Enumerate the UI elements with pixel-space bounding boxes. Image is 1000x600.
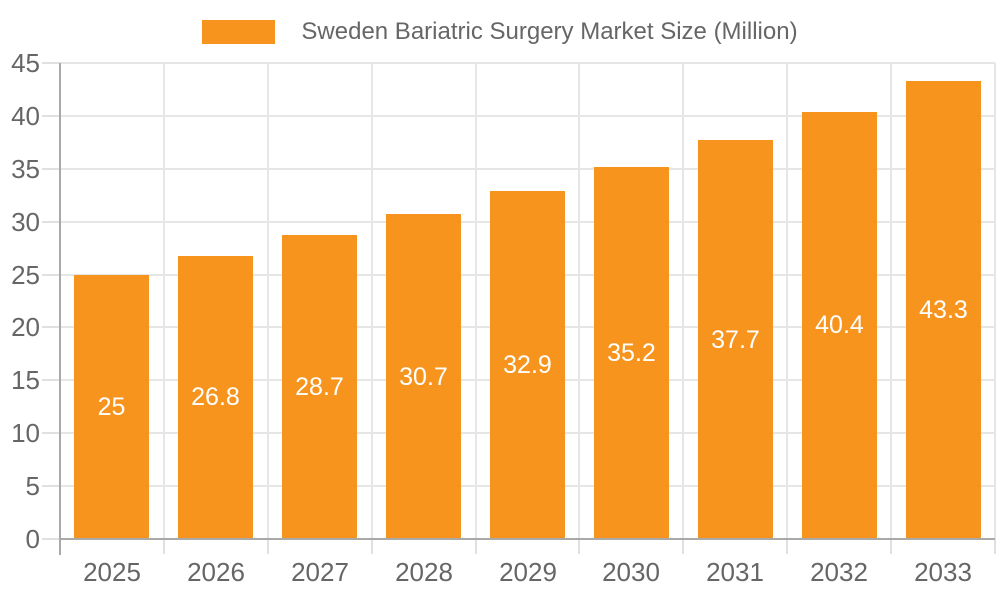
y-axis-label: 45 — [11, 48, 40, 78]
bar[interactable] — [74, 274, 149, 539]
x-axis-label: 2030 — [602, 557, 660, 587]
y-axis-label: 5 — [25, 471, 40, 502]
bar[interactable] — [698, 140, 773, 539]
x-axis-tick — [162, 539, 165, 554]
x-axis-tick — [474, 539, 477, 554]
bar[interactable] — [282, 235, 357, 539]
bar-value-label: 30.7 — [399, 363, 448, 391]
gridline-horizontal — [60, 114, 995, 117]
x-axis-tick — [682, 539, 685, 554]
x-axis-tick — [266, 539, 269, 554]
legend-item[interactable]: Sweden Bariatric Surgery Market Size (Mi… — [202, 18, 798, 46]
bar[interactable] — [386, 214, 461, 539]
bar-value-label: 25 — [97, 393, 126, 421]
x-axis-label: 2033 — [914, 557, 972, 587]
bar[interactable] — [490, 190, 565, 539]
y-axis-tick — [42, 62, 60, 64]
y-axis-tick — [42, 432, 60, 435]
x-axis-tick — [994, 539, 996, 554]
x-axis-tick — [370, 539, 373, 554]
y-axis-label: 20 — [11, 312, 40, 343]
x-axis-tick — [890, 539, 893, 554]
x-axis-line — [60, 538, 995, 540]
y-axis-label: 30 — [11, 206, 40, 237]
legend: Sweden Bariatric Surgery Market Size (Mi… — [0, 18, 1000, 46]
x-axis-label: 2027 — [291, 557, 349, 587]
bar-value-label: 28.7 — [295, 373, 344, 401]
bar-value-label: 26.8 — [191, 383, 240, 411]
x-axis-label: 2028 — [395, 557, 453, 587]
gridline-vertical — [370, 63, 373, 539]
y-axis-tick — [42, 114, 60, 117]
x-axis-label: 2032 — [810, 557, 868, 587]
y-axis-label: 0 — [25, 524, 40, 554]
legend-label: Sweden Bariatric Surgery Market Size (Mi… — [301, 18, 798, 45]
y-axis-tick — [42, 538, 60, 540]
bar-value-label: 32.9 — [503, 351, 552, 379]
y-axis-label: 15 — [11, 365, 40, 396]
y-axis-label: 35 — [11, 153, 40, 184]
y-axis-tick — [42, 485, 60, 488]
gridline-horizontal — [60, 62, 995, 64]
gridline-vertical — [266, 63, 269, 539]
bar[interactable] — [906, 80, 981, 539]
y-axis-label: 40 — [11, 100, 40, 131]
y-axis-label: 10 — [11, 418, 40, 449]
x-axis-label: 2026 — [187, 557, 245, 587]
bar-value-label: 35.2 — [607, 339, 656, 367]
gridline-vertical — [786, 63, 789, 539]
gridline-vertical — [890, 63, 893, 539]
gridline-vertical — [474, 63, 477, 539]
gridline-vertical — [682, 63, 685, 539]
bar[interactable] — [178, 255, 253, 539]
bar[interactable] — [594, 166, 669, 539]
gridline-vertical — [162, 63, 165, 539]
gridline-horizontal — [60, 167, 995, 170]
bar-value-label: 37.7 — [711, 326, 760, 354]
gridline-vertical — [578, 63, 581, 539]
legend-swatch-icon — [202, 20, 276, 44]
x-axis-tick — [786, 539, 789, 554]
y-axis-tick — [42, 273, 60, 276]
y-axis-tick — [42, 220, 60, 223]
y-axis-tick — [42, 167, 60, 170]
y-axis-tick — [42, 326, 60, 329]
x-axis-label: 2031 — [706, 557, 764, 587]
x-axis-label: 2025 — [83, 557, 141, 587]
bar-value-label: 40.4 — [815, 311, 864, 339]
x-axis-label: 2029 — [499, 557, 557, 587]
y-axis-line — [59, 63, 61, 555]
x-axis-tick — [578, 539, 581, 554]
y-axis-label: 25 — [11, 259, 40, 290]
bar[interactable] — [802, 111, 877, 539]
bar-value-label: 43.3 — [919, 296, 968, 324]
y-axis-tick — [42, 379, 60, 382]
gridline-vertical — [994, 63, 996, 539]
